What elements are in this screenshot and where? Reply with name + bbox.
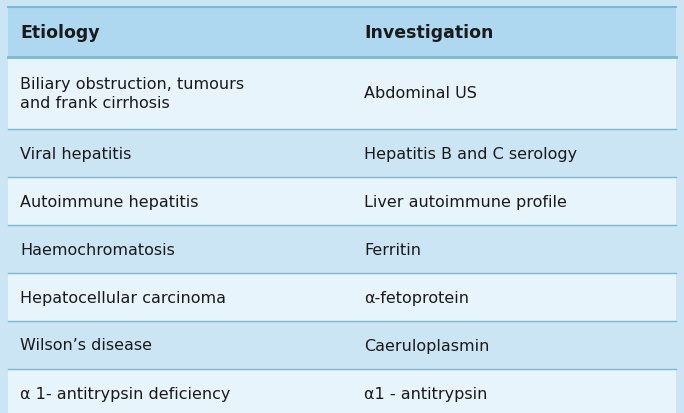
- Text: α 1- antitrypsin deficiency: α 1- antitrypsin deficiency: [20, 386, 231, 401]
- Bar: [8, 369, 676, 413]
- Bar: [8, 178, 676, 225]
- Text: α1 - antitrypsin: α1 - antitrypsin: [365, 386, 488, 401]
- Bar: [8, 8, 676, 58]
- Bar: [8, 321, 676, 369]
- Text: Hepatocellular carcinoma: Hepatocellular carcinoma: [20, 290, 226, 305]
- Text: Haemochromatosis: Haemochromatosis: [20, 242, 175, 257]
- Bar: [8, 58, 676, 130]
- Text: Viral hepatitis: Viral hepatitis: [20, 146, 131, 161]
- Bar: [8, 273, 676, 321]
- Text: Caeruloplasmin: Caeruloplasmin: [365, 338, 490, 353]
- Text: Hepatitis B and C serology: Hepatitis B and C serology: [365, 146, 577, 161]
- Text: Biliary obstruction, tumours
and frank cirrhosis: Biliary obstruction, tumours and frank c…: [20, 76, 244, 111]
- Bar: [8, 225, 676, 273]
- Text: Ferritin: Ferritin: [365, 242, 421, 257]
- Text: Abdominal US: Abdominal US: [365, 86, 477, 101]
- Text: Autoimmune hepatitis: Autoimmune hepatitis: [20, 194, 198, 209]
- Text: Liver autoimmune profile: Liver autoimmune profile: [365, 194, 567, 209]
- Bar: [8, 130, 676, 178]
- Text: Etiology: Etiology: [20, 24, 100, 42]
- Text: Wilson’s disease: Wilson’s disease: [20, 338, 152, 353]
- Text: α-fetoprotein: α-fetoprotein: [365, 290, 469, 305]
- Text: Investigation: Investigation: [365, 24, 494, 42]
